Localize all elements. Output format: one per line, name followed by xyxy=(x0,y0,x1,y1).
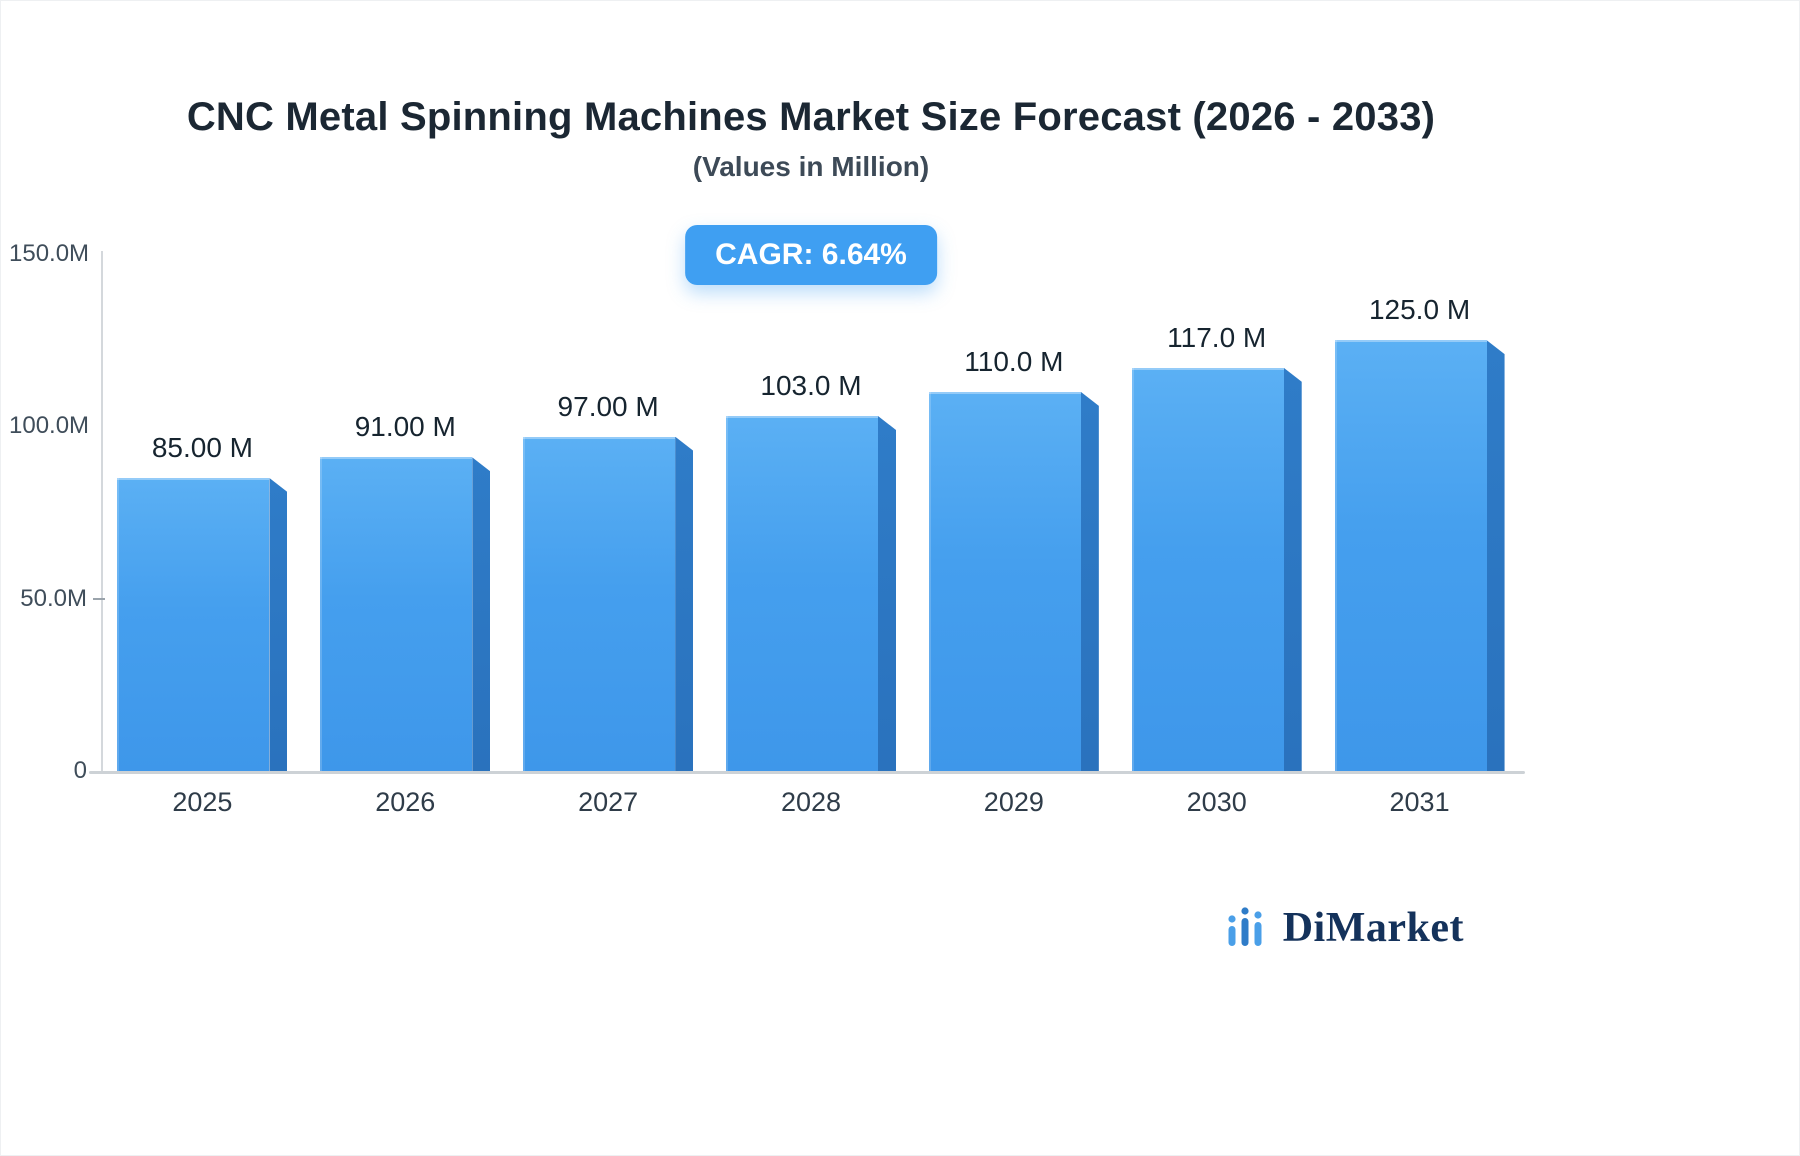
brand-logo: DiMarket xyxy=(1223,904,1464,952)
bar-side-face xyxy=(1486,340,1505,771)
bar-front-face xyxy=(117,478,270,771)
x-axis-label-2029: 2029 xyxy=(983,787,1044,817)
x-axis-label-2031: 2031 xyxy=(1389,787,1450,817)
bar-2030 xyxy=(1131,367,1302,771)
bar-side-face xyxy=(878,415,896,771)
y-axis-label-50.0M: 50.0M xyxy=(20,584,87,612)
bar-side-face xyxy=(675,436,694,771)
bar-2031 xyxy=(1334,340,1505,771)
bar-front-face xyxy=(523,436,676,771)
bar-2027 xyxy=(523,436,694,771)
bar-side-face xyxy=(1080,391,1099,771)
y-axis-tick xyxy=(93,597,105,600)
bar-value-label-2028: 103.0 M xyxy=(760,369,862,401)
x-axis-label-2027: 2027 xyxy=(578,787,639,817)
y-axis-label-150.0M: 150.0M xyxy=(9,240,90,267)
bar-value-label-2026: 91.00 M xyxy=(354,411,456,443)
x-axis-label-2028: 2028 xyxy=(780,787,842,817)
x-axis-label-2030: 2030 xyxy=(1186,787,1247,817)
bar-value-label-2027: 97.00 M xyxy=(557,390,659,422)
brand-name: DiMarket xyxy=(1282,905,1464,951)
bar-value-label-2025: 85.00 M xyxy=(151,432,253,464)
cagr-badge: CAGR: 6.64% xyxy=(685,225,937,285)
bar-side-face xyxy=(269,478,288,771)
bar-front-face xyxy=(1334,340,1487,771)
x-axis-line xyxy=(89,771,1525,774)
y-axis-line xyxy=(101,251,103,773)
bar-front-face xyxy=(726,415,878,771)
bar-2028 xyxy=(726,415,896,771)
x-axis-label-2026: 2026 xyxy=(375,787,436,817)
bar-2026 xyxy=(320,457,491,771)
y-axis-label-100.0M: 100.0M xyxy=(9,412,90,440)
bar-front-face xyxy=(320,457,473,771)
y-axis-label-0: 0 xyxy=(73,757,87,784)
bar-2029 xyxy=(928,391,1099,771)
bar-value-label-2030: 117.0 M xyxy=(1167,321,1267,353)
bar-2025 xyxy=(117,478,288,771)
bar-chart-logo-icon xyxy=(1223,906,1271,950)
bar-side-face xyxy=(1283,367,1302,771)
bar-value-label-2029: 110.0 M xyxy=(964,345,1064,377)
chart-title: CNC Metal Spinning Machines Market Size … xyxy=(186,95,1436,139)
bar-value-label-2031: 125.0 M xyxy=(1368,294,1471,326)
chart-subtitle: (Values in Million) xyxy=(692,151,930,182)
bar-side-face xyxy=(472,457,491,771)
bar-front-face xyxy=(1131,367,1284,771)
x-axis-label-2025: 2025 xyxy=(172,787,233,817)
bar-front-face xyxy=(928,391,1081,771)
